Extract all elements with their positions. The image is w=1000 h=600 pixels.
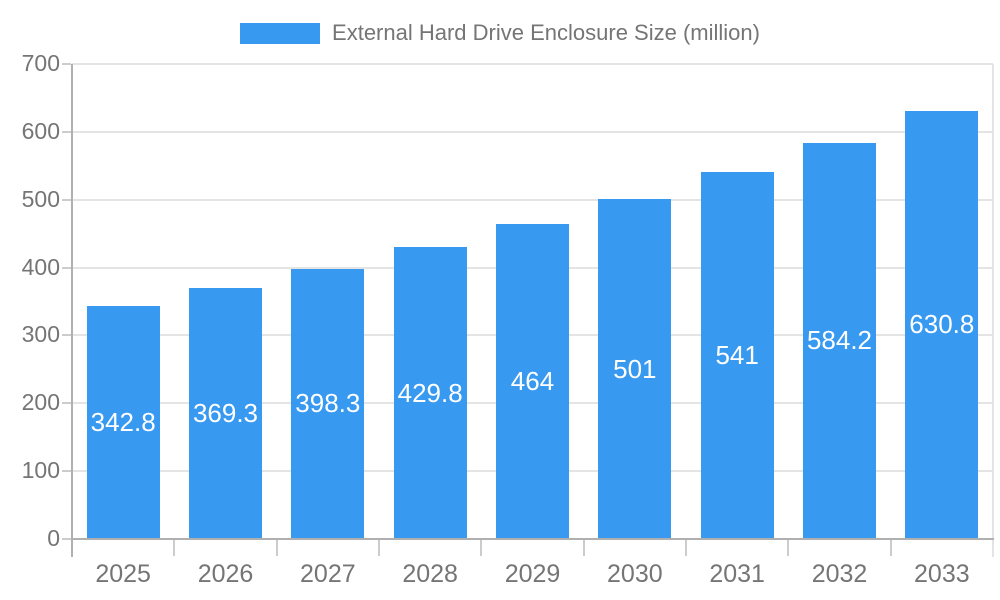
x-axis-label: 2027 [300, 560, 356, 588]
y-axis-tick [62, 198, 71, 201]
gridline [72, 63, 993, 65]
bar-value-label: 369.3 [192, 398, 259, 429]
bar-value-label: 398.3 [295, 388, 361, 419]
y-axis-label: 0 [47, 525, 60, 551]
bar[interactable]: 464 [496, 224, 569, 539]
x-axis-label: 2033 [914, 560, 970, 588]
y-axis-tick [62, 538, 71, 540]
x-axis-tick [480, 540, 483, 556]
y-axis-label: 200 [21, 389, 60, 416]
y-axis-label: 400 [21, 253, 60, 280]
x-axis-tick [889, 540, 892, 556]
legend[interactable]: External Hard Drive Enclosure Size (mill… [0, 18, 1000, 48]
bar-value-label: 464 [510, 366, 555, 397]
gridline [72, 198, 993, 201]
plot-right-border [992, 64, 994, 557]
y-axis-label: 700 [21, 50, 60, 76]
y-axis-tick [62, 130, 71, 133]
x-axis-tick [685, 540, 687, 556]
x-axis-tick [378, 540, 380, 556]
y-axis-tick [62, 63, 71, 65]
bar[interactable]: 429.8 [393, 247, 467, 539]
bar[interactable]: 630.8 [905, 110, 979, 539]
bar[interactable]: 501 [598, 199, 672, 539]
x-axis-tick [275, 540, 278, 556]
bar-value-label: 630.8 [909, 309, 975, 340]
x-axis-line [71, 538, 994, 540]
x-axis-tick [787, 540, 790, 556]
x-axis-label: 2031 [709, 560, 765, 588]
legend-swatch-icon [240, 22, 321, 44]
x-axis-label: 2029 [504, 560, 561, 588]
bar[interactable]: 584.2 [803, 142, 876, 539]
x-axis-label: 2026 [197, 560, 254, 588]
bar[interactable]: 541 [700, 171, 774, 539]
y-axis-label: 100 [21, 457, 60, 484]
x-axis-label: 2032 [811, 560, 868, 588]
bar-value-label: 429.8 [397, 377, 463, 408]
y-axis-label: 300 [21, 321, 60, 348]
x-axis-tick [582, 540, 585, 556]
x-axis-label: 2030 [607, 560, 663, 588]
y-axis-tick [62, 470, 71, 473]
x-axis-tick [173, 540, 176, 556]
legend-label: External Hard Drive Enclosure Size (mill… [332, 20, 760, 45]
bar-value-label: 501 [613, 353, 657, 384]
y-axis-tick [62, 266, 71, 269]
gridline [72, 130, 993, 133]
y-axis-tick [62, 334, 71, 337]
bar-value-label: 541 [715, 339, 759, 370]
x-axis-label: 2028 [402, 560, 458, 588]
y-axis-line [71, 64, 73, 557]
bar-value-label: 342.8 [90, 407, 156, 438]
y-axis-label: 500 [21, 185, 60, 212]
y-axis-tick [62, 402, 71, 405]
x-axis-label: 2025 [95, 560, 151, 588]
bar[interactable]: 369.3 [189, 288, 262, 539]
bar-value-label: 584.2 [806, 325, 873, 356]
y-axis-label: 600 [21, 117, 60, 144]
bar[interactable]: 398.3 [291, 268, 365, 539]
bar[interactable]: 342.8 [86, 306, 160, 539]
